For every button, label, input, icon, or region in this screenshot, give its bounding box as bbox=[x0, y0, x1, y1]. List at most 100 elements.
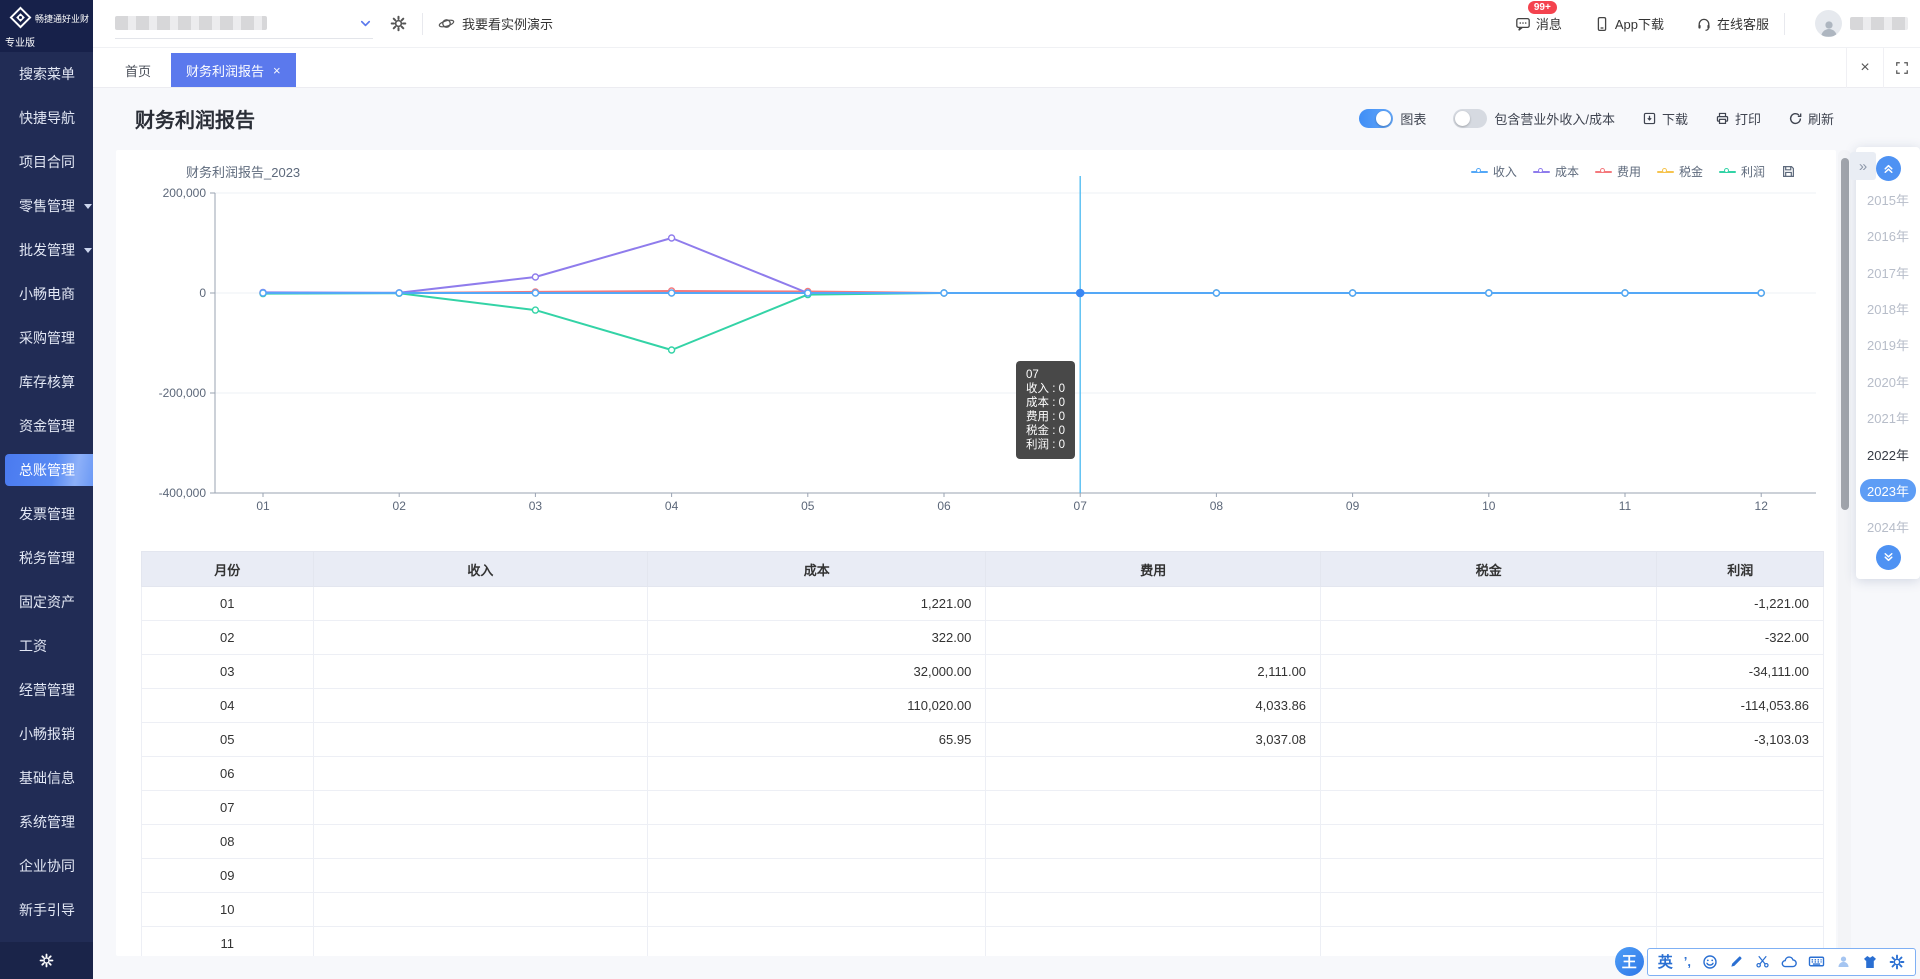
sidebar-item-13[interactable]: 工资 bbox=[0, 624, 93, 668]
sidebar-item-17[interactable]: 系统管理 bbox=[0, 800, 93, 844]
scrollbar-thumb[interactable] bbox=[1840, 158, 1849, 510]
table-row[interactable]: 03 32,000.00 2,111.00 -34,111.00 bbox=[141, 654, 1824, 689]
sidebar-item-14[interactable]: 经营管理 bbox=[0, 668, 93, 712]
table-row[interactable]: 07 bbox=[141, 790, 1824, 825]
point-收入-03[interactable] bbox=[531, 289, 540, 297]
sidebar-item-1[interactable]: 快捷导航 bbox=[0, 96, 93, 140]
scroll-years-up-button[interactable] bbox=[1875, 156, 1901, 181]
sidebar-item-19[interactable]: 新手引导 bbox=[0, 888, 93, 932]
sidebar-item-7[interactable]: 库存核算 bbox=[0, 360, 93, 404]
legend-item-成本[interactable]: 成本 bbox=[1532, 163, 1579, 180]
tab-1[interactable]: 财务利润报告 × bbox=[171, 53, 296, 87]
ime-logo[interactable]: 王 bbox=[1614, 947, 1644, 976]
scroll-years-down-button[interactable] bbox=[1875, 545, 1901, 571]
sidebar-item-5[interactable]: 小畅电商 bbox=[0, 272, 93, 316]
ime-cloud-icon[interactable] bbox=[1781, 954, 1797, 970]
download-button[interactable]: 下载 bbox=[1642, 109, 1688, 128]
topbar-gear-icon[interactable] bbox=[390, 15, 407, 32]
sidebar-item-10[interactable]: 发票管理 bbox=[0, 492, 93, 536]
toggle-0[interactable] bbox=[1359, 109, 1394, 128]
point-收入-01[interactable] bbox=[259, 289, 267, 297]
vertical-scrollbar[interactable] bbox=[1838, 150, 1851, 956]
year-item-2022年[interactable]: 2022年 bbox=[1867, 447, 1909, 463]
year-item-2021年[interactable]: 2021年 bbox=[1867, 411, 1909, 427]
sidebar-item-12[interactable]: 固定资产 bbox=[0, 580, 93, 624]
avatar[interactable] bbox=[1815, 10, 1842, 37]
ime-scissors-icon[interactable] bbox=[1755, 954, 1770, 969]
ime-language-toggle[interactable]: 英 bbox=[1657, 954, 1673, 971]
refresh-button[interactable]: 刷新 bbox=[1788, 109, 1834, 128]
column-header-月份[interactable]: 月份 bbox=[141, 551, 314, 587]
year-item-2017年[interactable]: 2017年 bbox=[1867, 265, 1909, 281]
ime-pencil-icon[interactable] bbox=[1729, 954, 1744, 969]
table-row[interactable]: 04 110,020.00 4,033.86 -114,053.86 bbox=[141, 688, 1824, 723]
column-header-税金[interactable]: 税金 bbox=[1320, 551, 1658, 587]
ime-punctuation-icon[interactable]: ’, bbox=[1683, 954, 1691, 969]
point-成本-04[interactable] bbox=[667, 234, 676, 242]
sidebar-item-9[interactable]: 总账管理 bbox=[5, 454, 93, 486]
point-成本-03[interactable] bbox=[531, 273, 540, 281]
sidebar-item-0[interactable]: 搜索菜单 bbox=[0, 52, 93, 96]
messages-button[interactable]: 99+ 消息 bbox=[1515, 1, 1562, 33]
point-收入-02[interactable] bbox=[395, 289, 403, 297]
sidebar-settings-gear-icon[interactable] bbox=[39, 953, 54, 968]
sidebar-item-18[interactable]: 企业协同 bbox=[0, 844, 93, 888]
column-header-费用[interactable]: 费用 bbox=[985, 551, 1322, 587]
table-row[interactable]: 11 bbox=[141, 926, 1824, 956]
line-chart[interactable]: 200,000 0 -200,000 -400,000 01 02 03 04 05 06 07 08… bbox=[116, 150, 1836, 530]
point-收入-10[interactable] bbox=[1485, 289, 1493, 297]
point-收入-11[interactable] bbox=[1621, 289, 1629, 297]
tab-0[interactable]: 首页 bbox=[105, 53, 171, 87]
sidebar-item-2[interactable]: 项目合同 bbox=[0, 140, 93, 184]
table-row[interactable]: 08 bbox=[141, 824, 1824, 859]
sidebar-item-16[interactable]: 基础信息 bbox=[0, 756, 93, 800]
ime-smiley-icon[interactable] bbox=[1702, 954, 1718, 970]
legend-item-费用[interactable]: 费用 bbox=[1594, 163, 1641, 180]
table-row[interactable]: 06 bbox=[141, 756, 1824, 791]
table-row[interactable]: 10 bbox=[141, 892, 1824, 927]
point-利润-04[interactable] bbox=[667, 346, 676, 354]
close-all-tabs-icon[interactable]: × bbox=[1846, 47, 1883, 88]
year-item-2015年[interactable]: 2015年 bbox=[1867, 192, 1909, 208]
point-利润-03[interactable] bbox=[531, 306, 540, 314]
column-header-利润[interactable]: 利润 bbox=[1656, 551, 1824, 587]
app-download-button[interactable]: App下载 bbox=[1594, 14, 1664, 33]
point-收入-12[interactable] bbox=[1757, 289, 1765, 297]
column-header-收入[interactable]: 收入 bbox=[312, 551, 649, 587]
ime-keyboard-icon[interactable] bbox=[1808, 953, 1825, 970]
ime-shirt-icon[interactable] bbox=[1862, 954, 1878, 970]
sidebar-item-6[interactable]: 采购管理 bbox=[0, 316, 93, 360]
year-panel-collapse-handle[interactable]: » bbox=[1850, 152, 1876, 180]
point-收入-08[interactable] bbox=[1212, 289, 1221, 297]
company-selector[interactable] bbox=[115, 9, 373, 39]
year-item-2018年[interactable]: 2018年 bbox=[1867, 301, 1909, 317]
year-item-2019年[interactable]: 2019年 bbox=[1867, 338, 1909, 354]
year-item-2020年[interactable]: 2020年 bbox=[1867, 374, 1909, 390]
point-收入-06[interactable] bbox=[940, 289, 948, 297]
legend-item-收入[interactable]: 收入 bbox=[1470, 163, 1517, 180]
year-item-2016年[interactable]: 2016年 bbox=[1867, 229, 1909, 245]
demo-link[interactable]: 我要看实例演示 bbox=[438, 14, 553, 33]
point-收入-05[interactable] bbox=[804, 289, 812, 297]
column-header-成本[interactable]: 成本 bbox=[647, 551, 987, 587]
point-收入-04[interactable] bbox=[667, 289, 676, 297]
print-button[interactable]: 打印 bbox=[1715, 109, 1761, 128]
legend-item-税金[interactable]: 税金 bbox=[1656, 163, 1703, 180]
table-row[interactable]: 02 322.00 -322.00 bbox=[141, 620, 1824, 655]
legend-item-利润[interactable]: 利润 bbox=[1718, 163, 1765, 180]
ime-gear-icon[interactable] bbox=[1889, 954, 1905, 970]
fullscreen-icon[interactable] bbox=[1883, 47, 1920, 88]
tab-close-icon[interactable]: × bbox=[273, 62, 281, 78]
sidebar-item-11[interactable]: 税务管理 bbox=[0, 536, 93, 580]
active-point[interactable] bbox=[1075, 288, 1085, 298]
sidebar-item-4[interactable]: 批发管理 bbox=[0, 228, 93, 272]
save-image-icon[interactable] bbox=[1781, 164, 1796, 179]
table-row[interactable]: 01 1,221.00 -1,221.00 bbox=[141, 586, 1824, 621]
toggle-1[interactable] bbox=[1453, 109, 1488, 128]
sidebar-item-8[interactable]: 资金管理 bbox=[0, 404, 93, 448]
point-收入-09[interactable] bbox=[1348, 289, 1357, 297]
sidebar-item-3[interactable]: 零售管理 bbox=[0, 184, 93, 228]
table-row[interactable]: 09 bbox=[141, 858, 1824, 893]
table-row[interactable]: 05 65.95 3,037.08 -3,103.03 bbox=[141, 722, 1824, 757]
year-item-2024年[interactable]: 2024年 bbox=[1867, 520, 1909, 536]
